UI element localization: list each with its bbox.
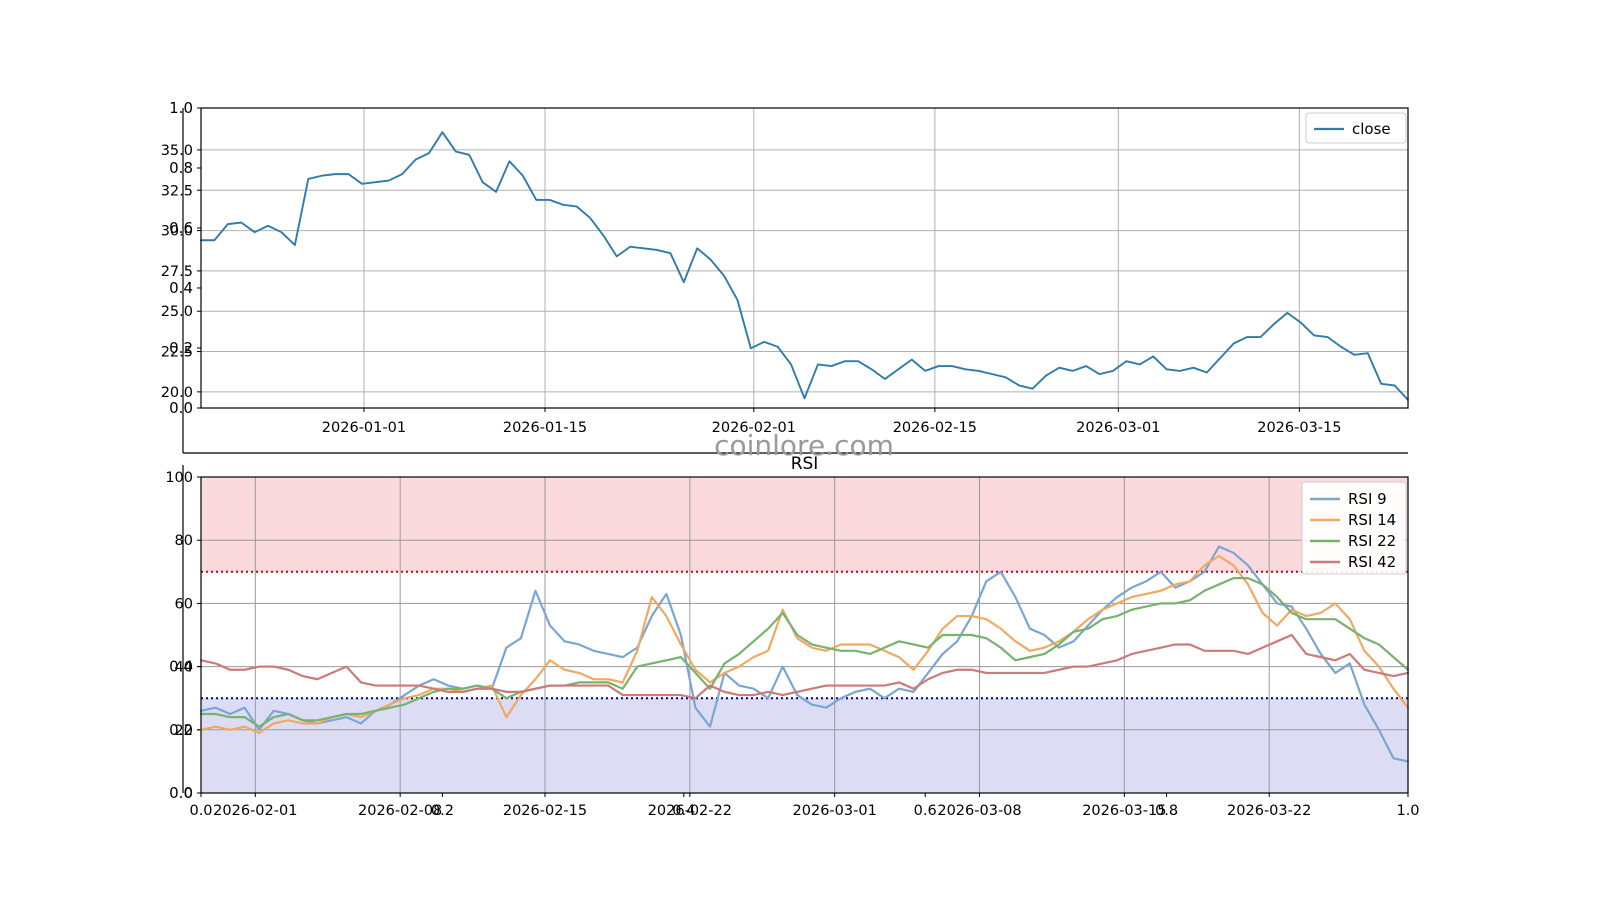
price-overlay-ytick-label-2: 0.4	[169, 279, 193, 297]
price-ytick-label-0: 20.0	[161, 385, 193, 401]
rsi-xtick-label-5: 2026-03-08	[937, 803, 1021, 819]
price-ytick-label-2: 25.0	[161, 304, 193, 320]
price-xtick-label-2: 2026-02-01	[712, 420, 796, 436]
rsi-xtick-label-1: 2026-02-08	[358, 803, 442, 819]
rsi-series-rsi-22	[199, 577, 1410, 728]
rsi-ytick-label-3: 60	[175, 596, 193, 612]
price-overlay-ytick-label-3: 0.6	[169, 219, 193, 237]
rsi-series-rsi-14	[199, 554, 1410, 735]
price-xtick-label-3: 2026-02-15	[893, 420, 977, 436]
rsi-plot-frame	[200, 476, 1409, 794]
price-overlay-ytick-label-1: 0.2	[169, 339, 193, 357]
rsi-overlay-xtick-label-0: 0.0	[189, 803, 212, 819]
price-ytick-label-4: 30.0	[161, 224, 193, 240]
rsi-overlay-ytick-label-1: 0.2	[169, 721, 193, 739]
rsi-xtick-label-3: 2026-02-22	[648, 803, 732, 819]
price-plot-background	[201, 108, 1408, 408]
price-xtick-label-5: 2026-03-15	[1257, 420, 1341, 436]
rsi-overlay-xtick-label-1: 0.2	[431, 803, 454, 819]
coinlore-watermark: coinlore.com	[714, 429, 894, 462]
rsi-legend-box	[1301, 481, 1407, 575]
price-ytick-label-5: 32.5	[161, 183, 193, 199]
rsi-ytick-label-4: 80	[175, 533, 193, 549]
rsi-series-rsi-9	[199, 545, 1410, 763]
rsi-overlay-xtick-label-5: 1.0	[1396, 803, 1419, 819]
rsi-overlay-ytick-label-2: 0.4	[169, 658, 193, 676]
rsi-ytick-label-2: 40	[175, 660, 193, 676]
price-ytick-label-6: 35.0	[161, 143, 193, 159]
rsi-ytick-label-0: 0	[184, 786, 193, 802]
rsi-legend-label-1: RSI 14	[1348, 511, 1396, 529]
rsi-oversold-band	[201, 698, 1408, 793]
rsi-xtick-label-6: 2026-03-15	[1082, 803, 1166, 819]
rsi-overlay-xtick-label-4: 0.8	[1155, 803, 1178, 819]
rsi-xtick-label-4: 2026-03-01	[793, 803, 877, 819]
price-plot-frame	[200, 107, 1409, 409]
rsi-overlay-ytick-label-0: 0.0	[169, 784, 193, 802]
rsi-panel-title: RSI	[791, 454, 819, 474]
rsi-series-rsi-42	[199, 633, 1410, 700]
price-overlay-ytick-label-0: 0.0	[169, 399, 193, 417]
price-series-close	[200, 131, 1409, 401]
price-overlay-ytick-label-4: 0.8	[169, 159, 193, 177]
rsi-legend-label-2: RSI 22	[1348, 532, 1396, 550]
rsi-chart-panel: 0 20 40 60 80 100 0.0 0.2 0.4 2026-02-01 2026-02-0…	[165, 454, 1419, 819]
rsi-xtick-label-0: 2026-02-01	[213, 803, 297, 819]
price-xtick-label-0: 2026-01-01	[322, 420, 406, 436]
rsi-overbought-band	[201, 477, 1408, 572]
price-chart-panel: 20.0 22.5 25.0 27.5 30.0 32.5 35.0 0.0 0.2 0.4 0.6…	[161, 99, 1409, 454]
price-legend-box	[1305, 112, 1407, 144]
rsi-overlay-xtick-label-2: 0.4	[672, 803, 695, 819]
price-xtick-label-4: 2026-03-01	[1076, 420, 1160, 436]
rsi-overlay-xtick-label-3: 0.6	[914, 803, 937, 819]
price-ytick-label-1: 22.5	[161, 345, 193, 361]
price-legend-label-0: close	[1352, 120, 1391, 138]
rsi-xtick-label-2: 2026-02-15	[503, 803, 587, 819]
rsi-ytick-label-1: 20	[175, 723, 193, 739]
rsi-ytick-label-5: 100	[165, 470, 193, 486]
rsi-legend-label-3: RSI 42	[1348, 553, 1396, 571]
price-xtick-label-1: 2026-01-15	[503, 420, 587, 436]
price-ytick-label-3: 27.5	[161, 264, 193, 280]
price-overlay-ytick-label-5: 1.0	[169, 99, 193, 117]
rsi-legend-label-0: RSI 9	[1348, 490, 1387, 508]
rsi-xtick-label-7: 2026-03-22	[1227, 803, 1311, 819]
